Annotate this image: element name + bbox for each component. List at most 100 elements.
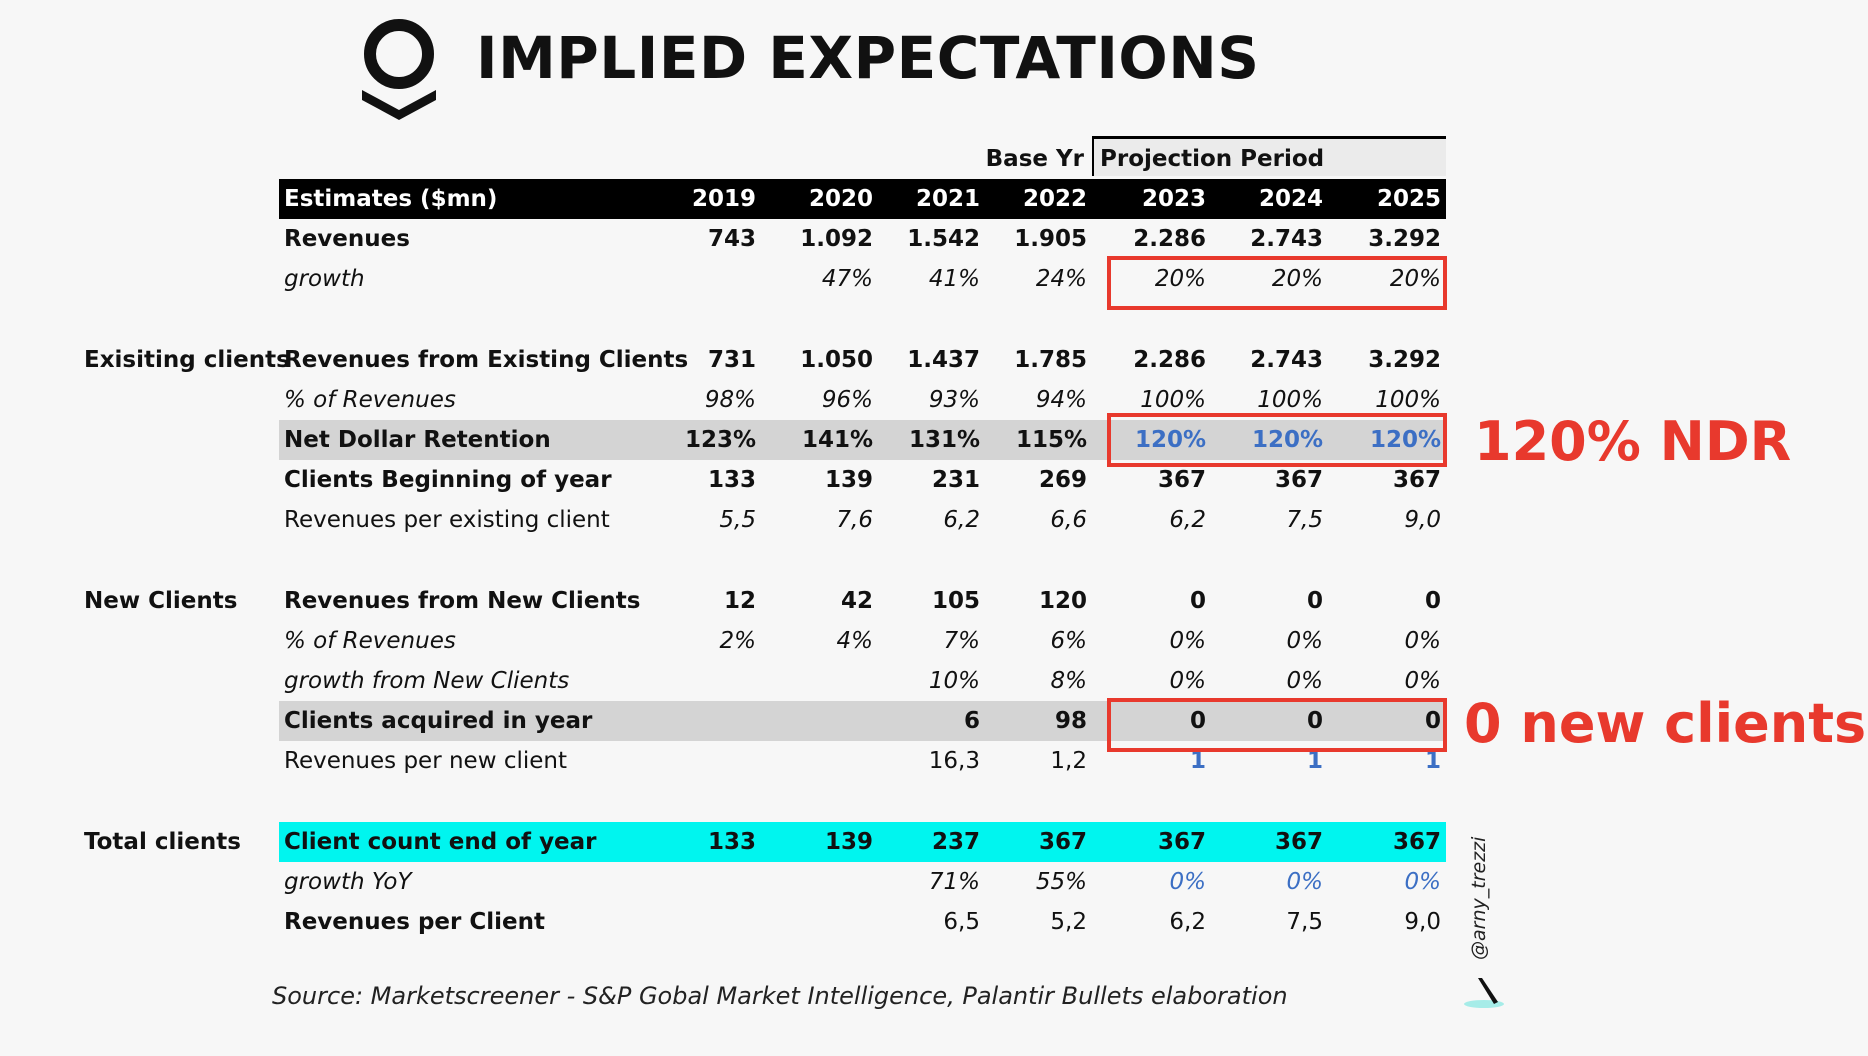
pct-rev-new-value-2025: 0% [1404,628,1442,654]
clients-begin-label: Clients Beginning of year [284,467,612,493]
author-handle: @arny_trezzi [1468,836,1490,960]
year-header-2025: 2025 [1376,186,1441,212]
pct-rev-new-value-2022: 6% [1050,628,1088,654]
growth-new-value-2024: 0% [1286,668,1324,694]
acquired-value-2021: 6 [963,708,980,734]
client-count-value-2024: 367 [1274,829,1323,855]
pct-rev-existing-value-2019: 98% [704,387,756,413]
revenues-value-2022: 1.905 [1014,226,1087,252]
year-header-2023: 2023 [1141,186,1206,212]
growth-new-value-2021: 10% [928,668,980,694]
source-note: Source: Marketscreener - S&P Gobal Marke… [272,982,1288,1010]
pct-rev-existing-value-2025: 100% [1375,387,1441,413]
client-count-value-2025: 367 [1392,829,1441,855]
page-title: IMPLIED EXPECTATIONS [476,24,1260,92]
ndr-annotation: 120% NDR [1474,410,1792,473]
rev-per-existing-label: Revenues per existing client [284,507,610,533]
acquired-highlight-box [1107,698,1447,752]
growth-value-2023: 20% [1154,266,1206,292]
rev-existing-value-2023: 2.286 [1133,347,1206,373]
year-header-2021: 2021 [915,186,980,212]
revenues-value-2024: 2.743 [1250,226,1323,252]
new-clients-annotation: 0 new clients [1464,692,1867,755]
rev-per-new-value-2024: 1 [1306,748,1323,774]
year-header-2024: 2024 [1258,186,1323,212]
ndr-row-band [279,420,1446,460]
rev-per-new-value-2023: 1 [1189,748,1206,774]
growth-value-2024: 20% [1271,266,1323,292]
section-label-existing: Exisiting clients [84,347,290,373]
rev-per-existing-value-2023: 6,2 [1169,507,1206,533]
growth-highlight-box [1107,256,1447,310]
rev-new-value-2020: 42 [840,588,873,614]
growth-value-2020: 47% [821,266,873,292]
rev-per-new-value-2025: 1 [1424,748,1441,774]
ndr-value-2023: 120% [1134,427,1206,453]
clients-begin-value-2019: 133 [707,467,756,493]
rev-per-client-value-2024: 7,5 [1286,909,1323,935]
ndr-value-2025: 120% [1369,427,1441,453]
rev-existing-label: Revenues from Existing Clients [284,347,689,373]
client-count-value-2019: 133 [707,829,756,855]
clients-begin-value-2025: 367 [1392,467,1441,493]
acquired-value-2024: 0 [1306,708,1323,734]
pct-rev-new-value-2023: 0% [1169,628,1207,654]
client-count-value-2023: 367 [1157,829,1206,855]
rev-new-label: Revenues from New Clients [284,588,641,614]
growth-yoy-value-2021: 71% [928,869,980,895]
rev-per-client-value-2023: 6,2 [1169,909,1206,935]
clients-begin-value-2024: 367 [1274,467,1323,493]
projection-period-label: Projection Period [1100,146,1325,172]
rev-new-value-2024: 0 [1306,588,1323,614]
ndr-value-2024: 120% [1251,427,1323,453]
rev-per-client-value-2022: 5,2 [1050,909,1087,935]
palantir-logo-icon [362,19,436,120]
growth-value-2025: 20% [1389,266,1441,292]
revenues-value-2020: 1.092 [800,226,873,252]
revenues-value-2023: 2.286 [1133,226,1206,252]
rev-existing-value-2020: 1.050 [800,347,873,373]
revenues-value-2021: 1.542 [907,226,980,252]
acquired-label: Clients acquired in year [284,708,593,734]
client-count-label: Client count end of year [284,829,597,855]
growth-yoy-label: growth YoY [284,869,412,895]
clients-begin-value-2020: 139 [824,467,873,493]
client-count-row-band [279,822,1446,862]
rev-per-existing-value-2020: 7,6 [836,507,873,533]
growth-new-label: growth from New Clients [284,668,570,694]
ndr-value-2022: 115% [1015,427,1087,453]
table-header-band [279,179,1446,219]
clients-begin-value-2023: 367 [1157,467,1206,493]
rev-existing-value-2022: 1.785 [1014,347,1087,373]
pct-rev-existing-value-2023: 100% [1140,387,1206,413]
year-header-2019: 2019 [691,186,756,212]
rev-per-new-label: Revenues per new client [284,748,567,774]
rev-per-client-value-2025: 9,0 [1404,909,1441,935]
ndr-value-2020: 141% [801,427,873,453]
growth-yoy-value-2024: 0% [1286,869,1324,895]
acquired-value-2023: 0 [1189,708,1206,734]
client-count-value-2021: 237 [931,829,980,855]
rev-per-new-value-2022: 1,2 [1050,748,1087,774]
rev-new-value-2019: 12 [723,588,756,614]
pct-rev-existing-value-2020: 96% [821,387,873,413]
pct-rev-existing-value-2022: 94% [1035,387,1087,413]
rev-per-client-label: Revenues per Client [284,909,545,935]
rev-existing-value-2025: 3.292 [1368,347,1441,373]
section-label-new: New Clients [84,588,238,614]
rev-existing-value-2019: 731 [707,347,756,373]
pct-rev-new-value-2021: 7% [943,628,981,654]
client-count-value-2020: 139 [824,829,873,855]
ndr-value-2021: 131% [908,427,980,453]
client-count-value-2022: 367 [1038,829,1087,855]
rev-new-value-2022: 120 [1038,588,1087,614]
section-label-total: Total clients [84,829,241,855]
growth-value-2022: 24% [1035,266,1087,292]
rev-existing-value-2024: 2.743 [1250,347,1323,373]
estimates-header-label: Estimates ($mn) [284,186,498,212]
rev-new-value-2025: 0 [1424,588,1441,614]
pct-rev-existing-label: % of Revenues [284,387,456,413]
clients-begin-value-2022: 269 [1038,467,1087,493]
ndr-value-2019: 123% [684,427,756,453]
